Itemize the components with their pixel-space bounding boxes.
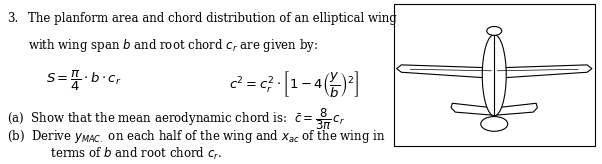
Text: (b)  Derive $y_{MAC.}$ on each half of the wing and $x_{ac}$ of the wing in: (b) Derive $y_{MAC.}$ on each half of th… [7, 128, 386, 145]
Text: $c^2 = c_r^2 \cdot \left[1 - 4\left(\dfrac{y}{b}\right)^2\right]$: $c^2 = c_r^2 \cdot \left[1 - 4\left(\dfr… [229, 69, 360, 99]
Polygon shape [451, 103, 492, 115]
Polygon shape [397, 65, 491, 78]
Text: $S = \dfrac{\pi}{4} \cdot b \cdot c_r$: $S = \dfrac{\pi}{4} \cdot b \cdot c_r$ [46, 69, 122, 93]
Text: The planform area and chord distribution of an elliptical wing: The planform area and chord distribution… [28, 12, 397, 25]
Text: 3.: 3. [7, 12, 19, 25]
Text: terms of $b$ and root chord $c_r$.: terms of $b$ and root chord $c_r$. [28, 146, 222, 162]
Text: with wing span $b$ and root chord $c_r$ are given by:: with wing span $b$ and root chord $c_r$ … [28, 37, 318, 54]
Ellipse shape [482, 35, 506, 116]
Ellipse shape [481, 117, 507, 131]
Text: (a)  Show that the mean aerodynamic chord is:  $\bar{c} = \dfrac{8}{3\pi}\, c_r$: (a) Show that the mean aerodynamic chord… [7, 106, 346, 132]
Polygon shape [497, 103, 538, 115]
Polygon shape [497, 65, 592, 78]
Ellipse shape [487, 27, 501, 35]
FancyBboxPatch shape [394, 4, 595, 146]
